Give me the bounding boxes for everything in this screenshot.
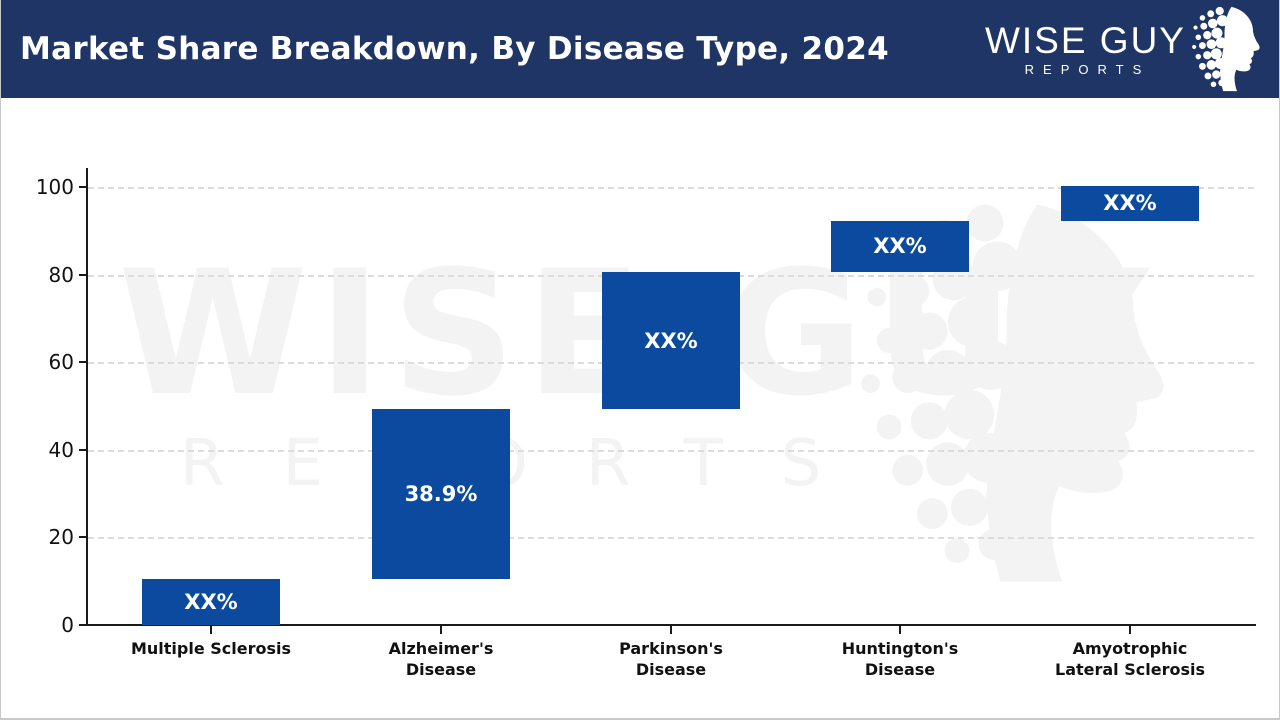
y-tick-label: 60 xyxy=(48,350,74,375)
category-label: Multiple Sclerosis xyxy=(130,639,292,658)
y-axis xyxy=(86,168,88,626)
bar-segment: XX% xyxy=(1061,185,1199,221)
category-label: Parkinson's Disease xyxy=(619,639,723,679)
y-tick-label: 0 xyxy=(61,613,74,637)
x-axis xyxy=(86,624,1256,626)
y-tick xyxy=(79,448,87,451)
logo-text: WISE GUY REPORTS xyxy=(985,22,1186,77)
bar-segment: XX% xyxy=(831,220,969,273)
x-tick xyxy=(670,626,672,634)
logo-wordmark: WISE GUY xyxy=(984,19,1186,61)
y-tick xyxy=(79,536,87,539)
x-tick xyxy=(210,626,212,634)
page-title: Market Share Breakdown, By Disease Type,… xyxy=(20,31,890,67)
y-tick-label: 40 xyxy=(48,437,74,462)
bar-value-label: 38.9% xyxy=(404,482,478,507)
y-tick xyxy=(79,624,87,626)
bar-segment: 38.9% xyxy=(372,409,510,580)
logo-head-dots-icon xyxy=(1190,4,1266,94)
logo-subtitle: REPORTS xyxy=(1024,61,1151,77)
gridline xyxy=(88,537,1254,540)
y-tick-label: 80 xyxy=(48,262,74,287)
x-tick xyxy=(899,626,901,634)
bar-segment: XX% xyxy=(142,579,280,625)
y-tick-label: 20 xyxy=(48,525,74,550)
bar-value-label: XX% xyxy=(644,328,698,353)
category-label: Amyotrophic Lateral Sclerosis xyxy=(1055,639,1205,679)
wise-guy-reports-logo: WISE GUY REPORTS xyxy=(985,4,1280,94)
bar-value-label: XX% xyxy=(1103,191,1157,216)
y-tick xyxy=(79,361,87,364)
y-tick xyxy=(79,273,87,276)
y-tick-label: 100 xyxy=(35,174,74,199)
gridline xyxy=(88,186,1254,189)
x-tick xyxy=(1129,626,1131,634)
category-label: Alzheimer's Disease xyxy=(388,639,494,679)
title-banner: Market Share Breakdown, By Disease Type,… xyxy=(0,0,1280,98)
category-label: Huntington's Disease xyxy=(841,639,959,679)
x-tick xyxy=(440,626,442,634)
bar-value-label: XX% xyxy=(184,590,238,615)
watermark-head-dots-graphic xyxy=(852,192,1192,598)
gridline xyxy=(88,449,1254,452)
bar-segment: XX% xyxy=(602,272,740,409)
bar-value-label: XX% xyxy=(873,234,927,259)
y-tick xyxy=(79,185,87,188)
